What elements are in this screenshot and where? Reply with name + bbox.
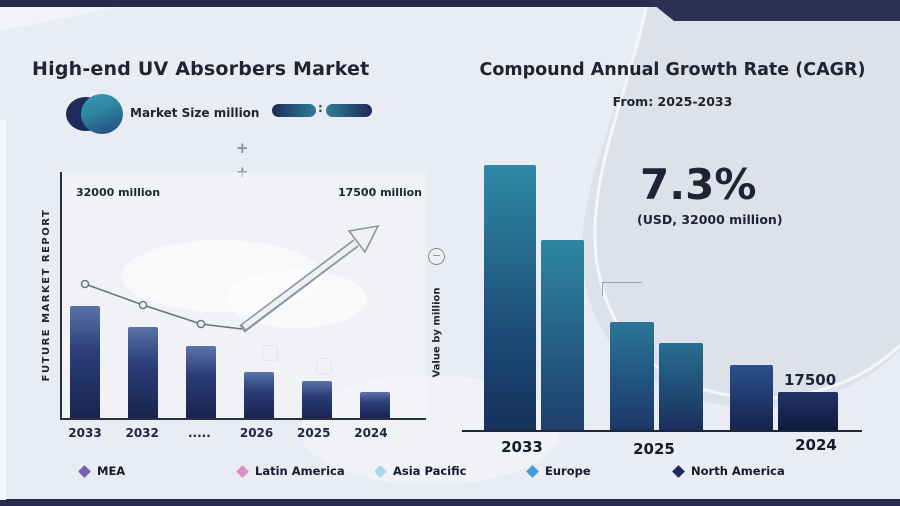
market-bar [360,392,390,418]
diamond-icon [236,464,249,478]
legend-item-label: North America [691,464,785,478]
top-right-wedge [648,0,900,21]
swoosh-shape [582,0,900,408]
market-bar [186,346,216,418]
bracket-decoration [602,282,642,296]
market-bar [302,381,332,418]
diamond-icon [526,464,539,478]
cagr-subtitle: From: 2025-2033 [612,94,733,109]
trend-marker [138,300,148,310]
legend-item-asia-pacific: Asia Pacific [374,464,467,478]
cagr-chart [462,160,862,432]
cylinder-front-shape [81,94,123,134]
cagr-bar [484,165,536,430]
legend-item-latin-america: Latin America [236,464,345,478]
cagr-bar [778,392,838,430]
cagr-title: Compound Annual Growth Rate (CAGR) [479,60,866,80]
cagr-x-label-2024: 2024 [795,436,837,454]
market-bar [244,372,274,418]
plus-icon: + [236,139,249,157]
value-by-million-label: Value by million [431,287,443,378]
chart-max-label: 32000 million [76,186,161,199]
cagr-x-label-2025: 2025 [633,440,675,458]
trend-marker [196,319,206,329]
top-left-triangle [0,7,118,31]
page-title: High-end UV Absorbers Market [32,58,370,80]
diamond-icon [672,464,685,478]
cagr-bar [730,365,773,430]
legend-item-north-america: North America [672,464,785,478]
cagr-value: 7.3% [640,160,757,209]
pill-separator: : [318,101,323,115]
market-x-labels: 2033 2032..... 2026 2025 2024 [58,426,398,440]
arrow-shaft [242,240,358,330]
market-x-label: 2024 [354,426,388,440]
market-x-label: ..... [187,426,211,440]
trend-marker [80,279,90,289]
market-bar [128,327,158,418]
minus-icon: − [428,248,445,265]
legend-item-europe: Europe [526,464,591,478]
cagr-bar [610,322,654,430]
cagr-group-2025 [610,322,703,430]
legend-item-label: Latin America [255,464,345,478]
left-edge-strip [0,120,6,500]
diamond-icon [78,464,91,478]
diamond-icon [374,464,387,478]
cagr-bar [659,343,703,430]
market-size-legend-label: Market Size million [130,106,260,120]
bottom-strip [0,499,900,506]
legend-item-label: MEA [97,464,126,478]
legend-item-label: Asia Pacific [393,464,467,478]
top-strip [0,0,900,7]
trend-line-arrow [80,224,380,333]
arrow-head-icon [347,224,380,254]
trend-line [84,283,243,330]
market-x-label: 2026 [239,426,274,440]
cagr-x-label-2033: 2033 [501,438,543,456]
cagr-group-2024 [730,365,838,430]
market-x-label: 2025 [297,426,331,440]
gradient-pill-right [326,104,372,117]
future-market-report-label: FUTURE MARKET REPORT [41,208,52,382]
cagr-note: (USD, 32000 million) [637,212,783,227]
market-x-label: 2033 [68,426,102,440]
market-size-chart: 32000 million 17500 million [60,172,426,420]
value-annotation: 17500 [784,371,837,389]
cagr-bar [541,240,584,430]
cylinder-icon [66,94,124,134]
legend-item-mea: MEA [78,464,126,478]
market-x-label: 2032 [125,426,159,440]
market-bars [70,172,390,418]
market-bar [70,306,100,418]
chart-end-label: 17500 million [337,186,422,199]
legend-item-label: Europe [545,464,591,478]
cagr-group-2033 [484,165,584,430]
gradient-pill-left [272,104,316,117]
